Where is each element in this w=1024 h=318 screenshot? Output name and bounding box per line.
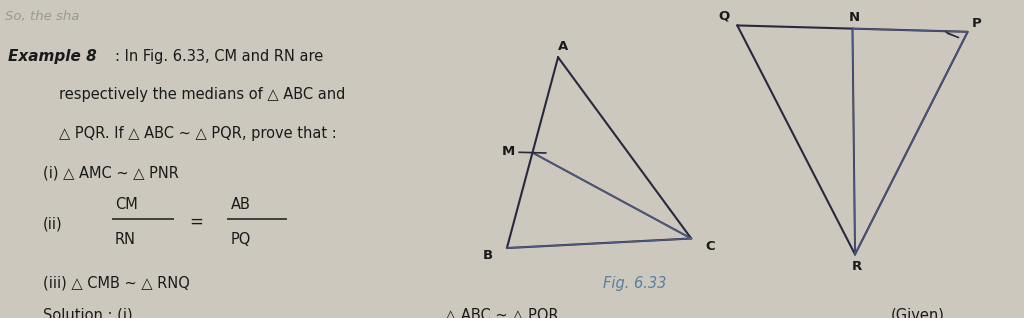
Text: R: R (852, 260, 862, 273)
Text: B: B (482, 249, 493, 262)
Text: So, the sha: So, the sha (5, 10, 80, 23)
Text: P: P (972, 17, 982, 31)
Text: △ PQR. If △ ABC ~ △ PQR, prove that :: △ PQR. If △ ABC ~ △ PQR, prove that : (59, 126, 337, 141)
Text: =: = (189, 213, 204, 231)
Text: C: C (706, 240, 715, 253)
Text: AB: AB (230, 197, 250, 212)
Text: CM: CM (115, 197, 137, 212)
Text: Fig. 6.33: Fig. 6.33 (603, 276, 667, 291)
Text: Example 8: Example 8 (8, 49, 97, 64)
Text: : In Fig. 6.33, CM and RN are: : In Fig. 6.33, CM and RN are (115, 49, 323, 64)
Text: (i) △ AMC ~ △ PNR: (i) △ AMC ~ △ PNR (43, 165, 179, 180)
Text: N: N (849, 11, 860, 24)
Text: A: A (558, 40, 568, 53)
Text: Solution : (i): Solution : (i) (43, 308, 133, 318)
Text: PQ: PQ (230, 232, 251, 247)
Text: respectively the medians of △ ABC and: respectively the medians of △ ABC and (59, 87, 346, 102)
Text: Q: Q (719, 10, 730, 23)
Text: M: M (502, 145, 515, 157)
Text: (iii) △ CMB ~ △ RNQ: (iii) △ CMB ~ △ RNQ (43, 275, 189, 290)
Text: △ ABC ~ △ PQR: △ ABC ~ △ PQR (445, 308, 559, 318)
Text: (ii): (ii) (43, 217, 62, 232)
Text: (Given): (Given) (891, 308, 945, 318)
Text: RN: RN (115, 232, 136, 247)
